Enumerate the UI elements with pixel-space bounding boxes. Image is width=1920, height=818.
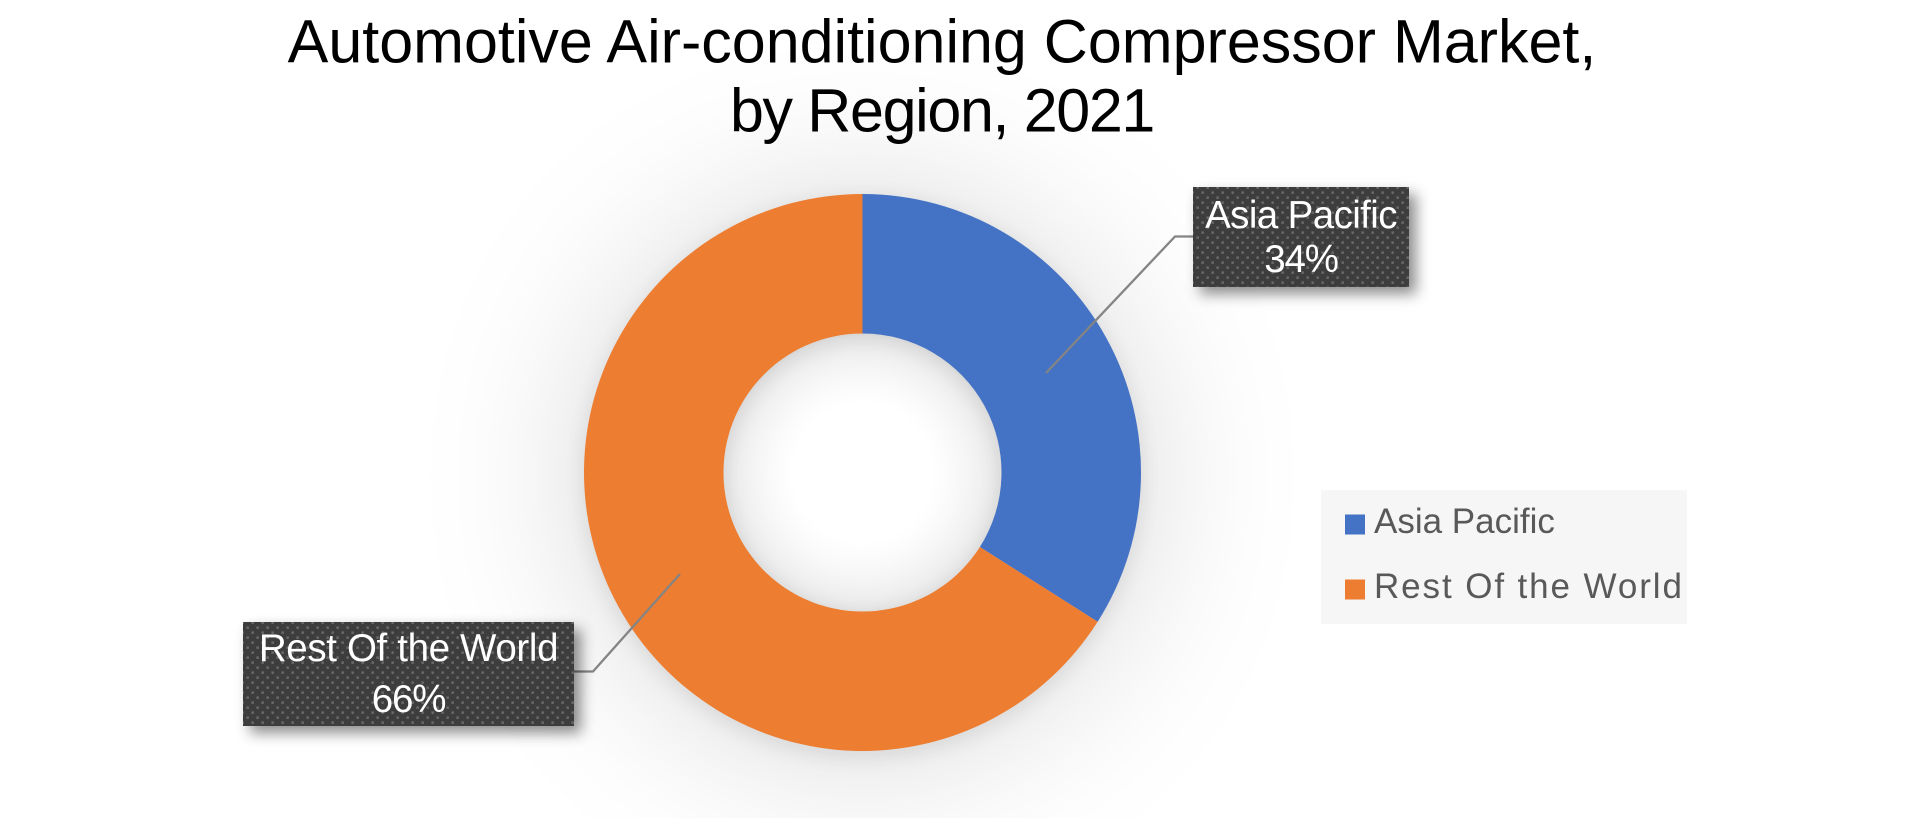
svg-text:by Region, 2021: by Region, 2021 bbox=[730, 77, 1154, 145]
svg-text:Rest Of the World: Rest Of the World bbox=[259, 627, 558, 670]
svg-text:66%: 66% bbox=[372, 678, 445, 721]
svg-text:34%: 34% bbox=[1264, 238, 1337, 281]
svg-text:Rest Of the World: Rest Of the World bbox=[1374, 567, 1684, 606]
svg-text:Asia Pacific: Asia Pacific bbox=[1205, 194, 1397, 237]
svg-text:Asia Pacific: Asia Pacific bbox=[1374, 502, 1555, 541]
svg-text:Automotive Air-conditioning Co: Automotive Air-conditioning Compressor M… bbox=[288, 8, 1597, 76]
